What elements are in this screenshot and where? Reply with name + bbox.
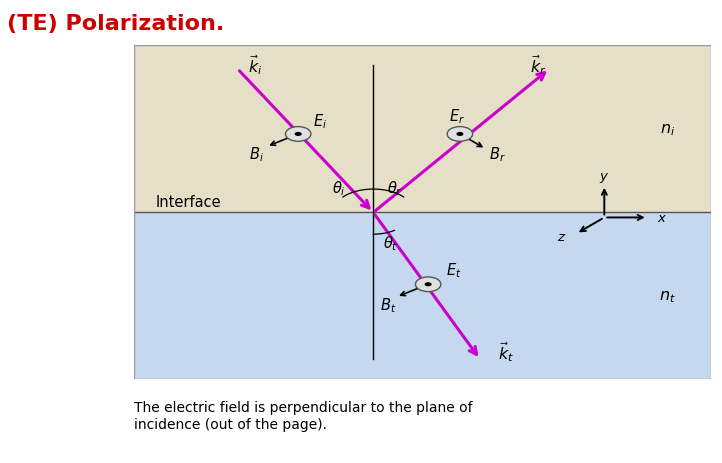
Circle shape: [425, 282, 432, 287]
Text: $E_{r}$: $E_{r}$: [449, 107, 465, 125]
Bar: [134, 46, 711, 213]
Text: $E_{t}$: $E_{t}$: [446, 260, 462, 279]
Text: $y$: $y$: [599, 170, 609, 184]
Text: The electric field is perpendicular to the plane of
incidence (out of the page).: The electric field is perpendicular to t…: [134, 400, 472, 431]
Text: $\vec{k}_{i}$: $\vec{k}_{i}$: [248, 53, 262, 76]
Text: $x$: $x$: [657, 212, 667, 225]
Text: $z$: $z$: [557, 231, 566, 244]
Text: $\vec{k}_{r}$: $\vec{k}_{r}$: [530, 53, 546, 76]
Text: Interface: Interface: [156, 194, 221, 210]
Text: $\theta_{t}$: $\theta_{t}$: [383, 234, 399, 252]
Circle shape: [285, 127, 311, 142]
Bar: [134, 213, 711, 380]
Text: $E_{i}$: $E_{i}$: [313, 112, 327, 131]
Text: (TE) Polarization.: (TE) Polarization.: [7, 14, 225, 34]
Text: $B_{t}$: $B_{t}$: [380, 295, 396, 314]
Circle shape: [295, 132, 302, 137]
Text: $B_{r}$: $B_{r}$: [489, 144, 506, 163]
Text: $B_{i}$: $B_{i}$: [249, 145, 264, 164]
Text: $\theta_{i}$: $\theta_{i}$: [331, 179, 346, 197]
Circle shape: [415, 277, 441, 292]
Text: $n_{t}$: $n_{t}$: [659, 288, 677, 304]
Circle shape: [456, 132, 464, 137]
Text: $n_{i}$: $n_{i}$: [660, 122, 676, 138]
Circle shape: [447, 127, 473, 142]
Text: $\theta_{r}$: $\theta_{r}$: [388, 179, 403, 197]
Text: $\vec{k}_{t}$: $\vec{k}_{t}$: [498, 339, 514, 363]
